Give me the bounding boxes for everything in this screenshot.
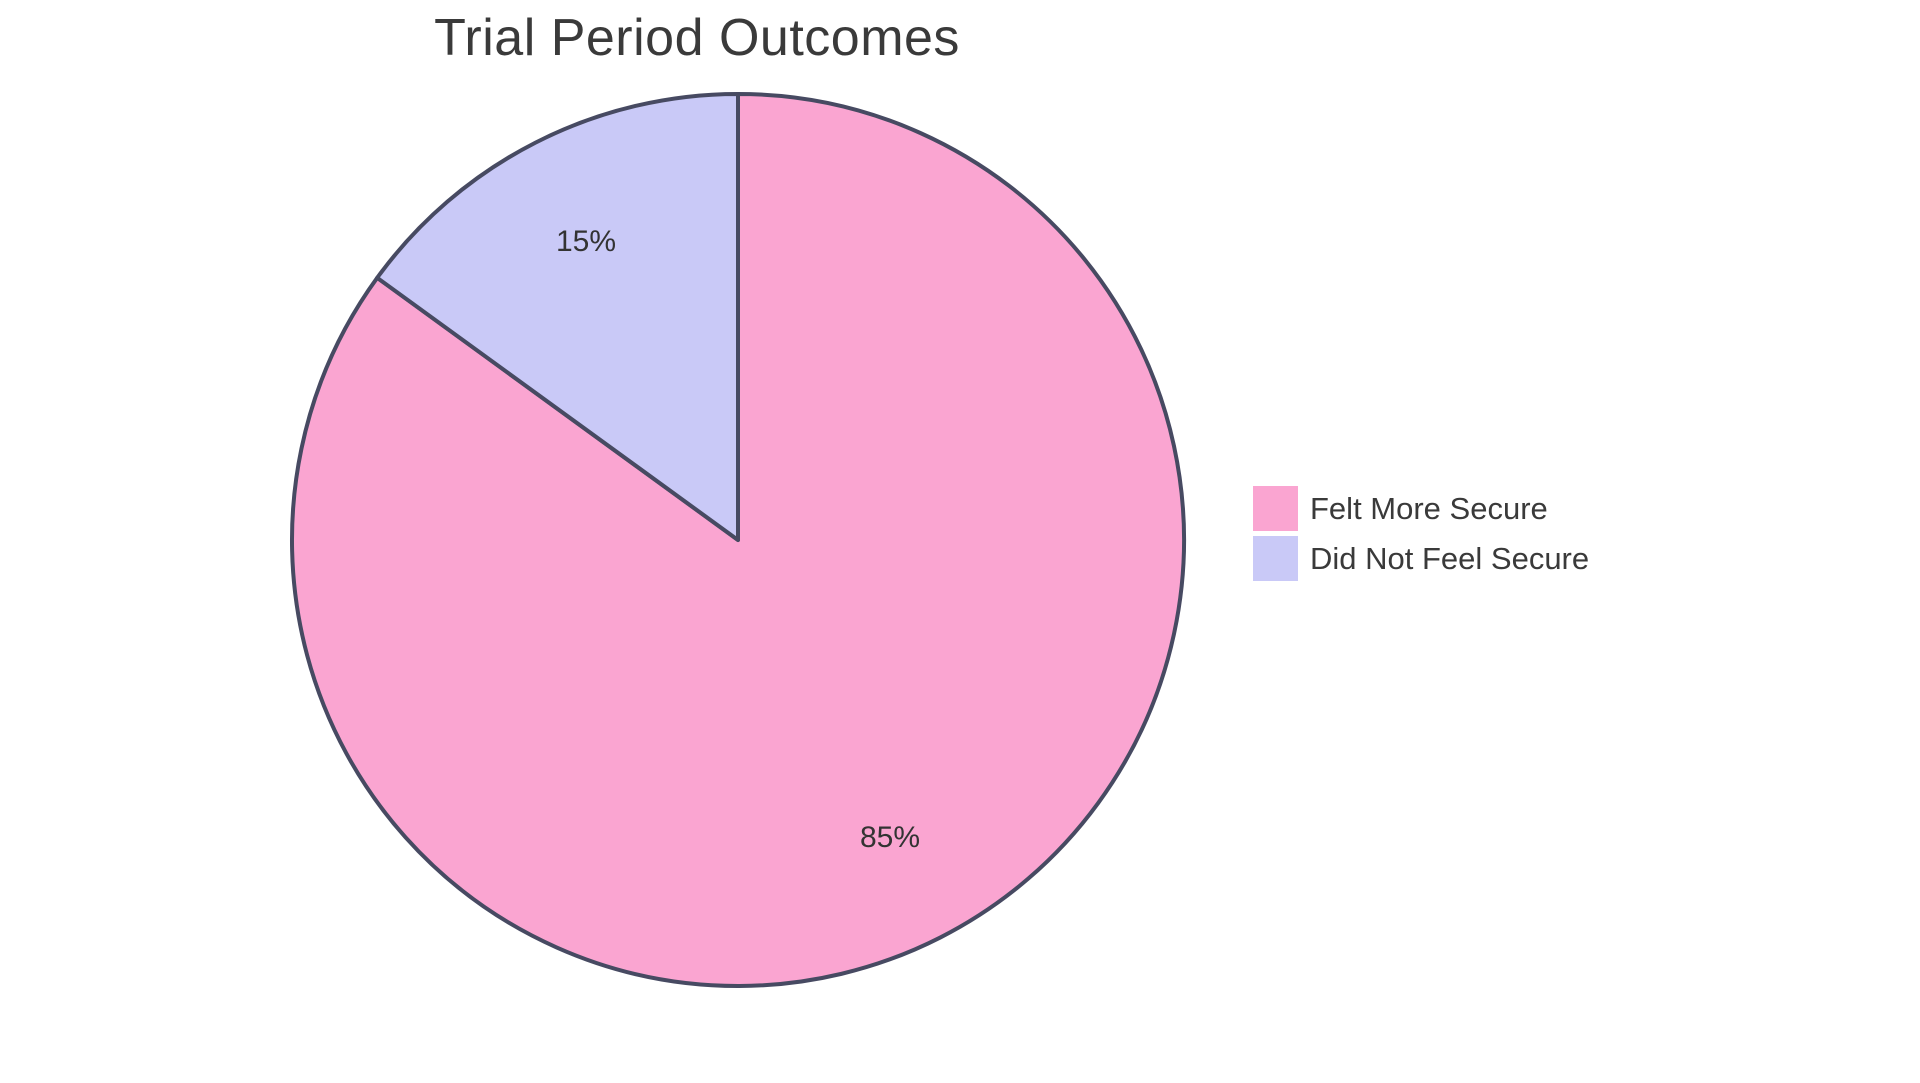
legend: Felt More Secure Did Not Feel Secure xyxy=(1253,486,1589,586)
legend-label-felt-more-secure: Felt More Secure xyxy=(1310,490,1548,526)
legend-item-felt-more-secure[interactable]: Felt More Secure xyxy=(1253,486,1589,531)
chart-title: Trial Period Outcomes xyxy=(434,9,960,67)
legend-swatch-did-not-feel-secure xyxy=(1253,536,1298,581)
legend-label-did-not-feel-secure: Did Not Feel Secure xyxy=(1310,540,1590,576)
legend-swatch-felt-more-secure xyxy=(1253,486,1298,531)
pie-slice-did-not-feel-secure[interactable] xyxy=(375,92,740,542)
legend-item-did-not-feel-secure[interactable]: Did Not Feel Secure xyxy=(1253,536,1589,581)
slice-percent-label-felt-more-secure: 85% xyxy=(859,821,921,854)
slice-percent-label-did-not-feel-secure: 15% xyxy=(555,225,617,258)
